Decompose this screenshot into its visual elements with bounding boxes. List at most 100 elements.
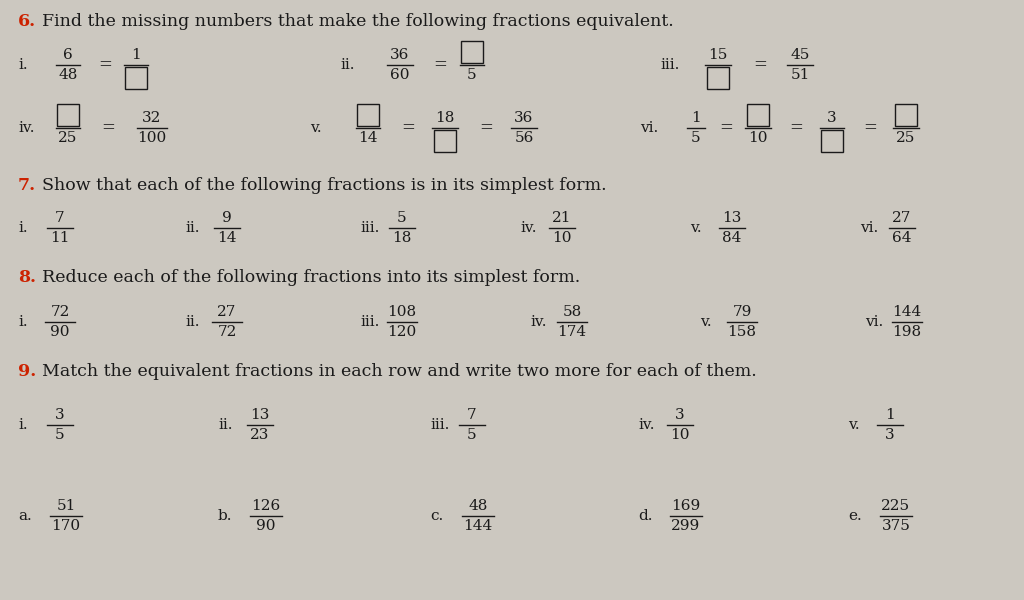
Text: iii.: iii.	[430, 418, 450, 432]
Text: 144: 144	[892, 305, 922, 319]
Text: 27: 27	[892, 211, 911, 225]
Text: 6: 6	[63, 48, 73, 62]
Text: iii.: iii.	[660, 58, 679, 72]
Text: 3: 3	[55, 408, 65, 422]
Bar	[821, 130, 843, 152]
Text: =: =	[433, 56, 446, 73]
Text: v.: v.	[690, 221, 701, 235]
Bar	[125, 67, 147, 89]
Text: 7: 7	[467, 408, 477, 422]
Text: =: =	[719, 119, 733, 136]
Text: Match the equivalent fractions in each row and write two more for each of them.: Match the equivalent fractions in each r…	[42, 364, 757, 380]
Text: 10: 10	[552, 231, 571, 245]
Text: 158: 158	[727, 325, 757, 339]
Text: i.: i.	[18, 315, 28, 329]
Text: ii.: ii.	[185, 221, 200, 235]
Text: 120: 120	[387, 325, 417, 339]
Text: Find the missing numbers that make the following fractions equivalent.: Find the missing numbers that make the f…	[42, 13, 674, 31]
Text: 72: 72	[217, 325, 237, 339]
Text: ii.: ii.	[218, 418, 232, 432]
Text: 5: 5	[397, 211, 407, 225]
Text: a.: a.	[18, 509, 32, 523]
Bar	[57, 104, 79, 126]
Text: 108: 108	[387, 305, 417, 319]
Text: 48: 48	[58, 68, 78, 82]
Text: 3: 3	[885, 428, 895, 442]
Text: 90: 90	[256, 519, 275, 533]
Text: v.: v.	[848, 418, 859, 432]
Text: 58: 58	[562, 305, 582, 319]
Text: 225: 225	[882, 499, 910, 513]
Text: 8.: 8.	[18, 269, 36, 286]
Text: =: =	[98, 56, 112, 73]
Text: =: =	[101, 119, 115, 136]
Text: 48: 48	[468, 499, 487, 513]
Text: 56: 56	[514, 131, 534, 145]
Text: 72: 72	[50, 305, 70, 319]
Text: 79: 79	[732, 305, 752, 319]
Text: 64: 64	[892, 231, 911, 245]
Text: d.: d.	[638, 509, 652, 523]
Text: 18: 18	[392, 231, 412, 245]
Text: 15: 15	[709, 48, 728, 62]
Text: 9: 9	[222, 211, 231, 225]
Text: 144: 144	[464, 519, 493, 533]
Text: 25: 25	[58, 131, 78, 145]
Text: =: =	[479, 119, 493, 136]
Text: 21: 21	[552, 211, 571, 225]
Text: 23: 23	[250, 428, 269, 442]
Text: 25: 25	[896, 131, 915, 145]
Text: =: =	[863, 119, 877, 136]
Text: 11: 11	[50, 231, 70, 245]
Bar	[746, 104, 769, 126]
Text: 6.: 6.	[18, 13, 36, 31]
Text: b.: b.	[218, 509, 232, 523]
Text: 375: 375	[882, 519, 910, 533]
Bar	[357, 104, 379, 126]
Text: 198: 198	[893, 325, 922, 339]
Text: 60: 60	[390, 68, 410, 82]
Text: 1: 1	[885, 408, 895, 422]
Bar	[434, 130, 456, 152]
Text: c.: c.	[430, 509, 443, 523]
Text: =: =	[401, 119, 415, 136]
Text: Reduce each of the following fractions into its simplest form.: Reduce each of the following fractions i…	[42, 269, 581, 286]
Text: v.: v.	[700, 315, 712, 329]
Text: 169: 169	[672, 499, 700, 513]
Text: 9.: 9.	[18, 364, 36, 380]
Text: 51: 51	[791, 68, 810, 82]
Text: 32: 32	[142, 111, 162, 125]
Text: v.: v.	[310, 121, 322, 135]
Text: 36: 36	[390, 48, 410, 62]
Text: 84: 84	[722, 231, 741, 245]
Text: e.: e.	[848, 509, 862, 523]
Text: =: =	[790, 119, 803, 136]
Text: 126: 126	[251, 499, 281, 513]
Bar	[895, 104, 918, 126]
Text: 100: 100	[137, 131, 167, 145]
Text: 10: 10	[749, 131, 768, 145]
Text: i.: i.	[18, 58, 28, 72]
Text: 13: 13	[250, 408, 269, 422]
Text: 7: 7	[55, 211, 65, 225]
Text: 18: 18	[435, 111, 455, 125]
Text: 14: 14	[358, 131, 378, 145]
Text: Show that each of the following fractions is in its simplest form.: Show that each of the following fraction…	[42, 176, 606, 193]
Text: i.: i.	[18, 221, 28, 235]
Text: 5: 5	[467, 68, 477, 82]
Text: 1: 1	[691, 111, 700, 125]
Text: 5: 5	[467, 428, 477, 442]
Text: iv.: iv.	[520, 221, 537, 235]
Text: ii.: ii.	[185, 315, 200, 329]
Text: 1: 1	[131, 48, 141, 62]
Bar	[707, 67, 729, 89]
Text: 7.: 7.	[18, 176, 36, 193]
Text: 170: 170	[51, 519, 81, 533]
Text: vi.: vi.	[860, 221, 879, 235]
Text: 5: 5	[691, 131, 700, 145]
Text: 5: 5	[55, 428, 65, 442]
Text: 10: 10	[671, 428, 690, 442]
Text: iii.: iii.	[360, 315, 379, 329]
Text: =: =	[753, 56, 767, 73]
Text: iv.: iv.	[530, 315, 547, 329]
